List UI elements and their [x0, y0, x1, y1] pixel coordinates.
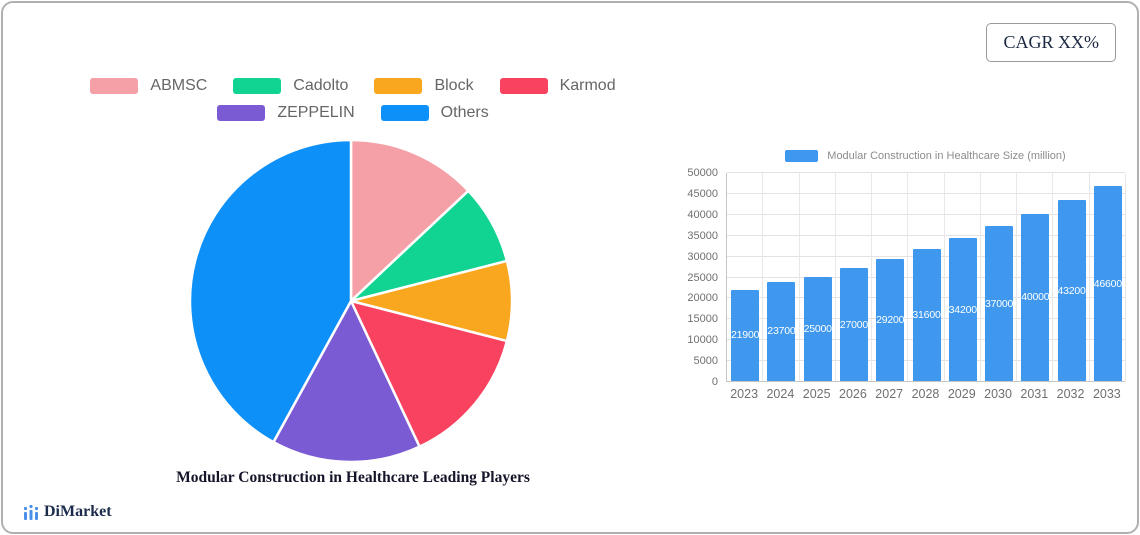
bar-value-label: 40000 [1021, 291, 1050, 304]
legend-label: ZEPPELIN [277, 104, 355, 121]
bar-value-label: 43200 [1057, 284, 1086, 297]
legend-label: Karmod [559, 77, 616, 94]
vertical-gridline [943, 173, 945, 381]
bar-value-label: 27000 [839, 318, 869, 331]
bar-chart-legend[interactable]: Modular Construction in Healthcare Size … [726, 150, 1125, 162]
cagr-button[interactable]: CAGR XX% [986, 23, 1116, 62]
x-axis-tick-2029: 2029 [947, 387, 976, 401]
pie-chart-title: Modular Construction in Healthcare Leadi… [176, 469, 530, 486]
pie-legend-row: ABMSC Cadolto Block Karmod [90, 77, 616, 95]
bar-legend-swatch [785, 150, 819, 162]
x-axis-tick-2025: 2025 [802, 387, 831, 401]
y-axis-tick: 45000 [687, 187, 718, 200]
y-axis-tick: 15000 [687, 313, 718, 326]
vertical-gridline [871, 173, 873, 381]
bar-value-label: 46600 [1093, 277, 1122, 290]
bar-2030[interactable]: 37000 [985, 226, 1013, 381]
bar-value-label: 34200 [948, 303, 977, 316]
bar-chart-plot: 21900 23700 25000 27000 29200 31600 34200 37000… [726, 172, 1126, 382]
legend-swatch [374, 78, 423, 94]
pie-chart [188, 138, 514, 464]
bar-2031[interactable]: 40000 [1021, 213, 1050, 381]
vertical-gridline [834, 173, 836, 381]
vertical-gridline [979, 173, 981, 381]
pie-slice-abmsc[interactable] [349, 138, 470, 303]
horizontal-gridline [727, 213, 1125, 215]
bar-2025[interactable]: 25000 [803, 276, 832, 381]
x-axis-tick-2023: 2023 [730, 387, 759, 401]
vertical-gridline [907, 173, 909, 381]
legend-swatch [499, 78, 548, 94]
pie-slice-others[interactable] [188, 138, 353, 444]
legend-item-karmod[interactable]: Karmod [499, 77, 616, 95]
y-axis-tick: 0 [711, 376, 718, 388]
y-axis-tick: 50000 [687, 167, 718, 179]
x-axis-tick-2024: 2024 [766, 387, 795, 401]
legend-item-block[interactable]: Block [374, 77, 474, 95]
bar-value-label: 37000 [984, 297, 1014, 310]
x-axis-tick-2028: 2028 [911, 387, 940, 401]
bar-2023[interactable]: 21900 [731, 289, 760, 381]
bar-2029[interactable]: 34200 [949, 238, 977, 381]
legend-swatch [380, 105, 429, 121]
horizontal-gridline [727, 172, 1125, 173]
y-axis-tick: 40000 [687, 208, 718, 221]
x-axis-tick-2032: 2032 [1056, 387, 1085, 401]
y-axis-tick: 20000 [687, 292, 718, 305]
pie-slice-karmod[interactable] [349, 299, 509, 448]
brand-logo: DiMarket [23, 503, 112, 521]
bar-2032[interactable]: 43200 [1057, 200, 1086, 381]
legend-item-abmsc[interactable]: ABMSC [90, 77, 207, 95]
x-axis-tick-2026: 2026 [839, 387, 867, 401]
vertical-gridline [1125, 173, 1126, 381]
vertical-gridline [798, 173, 800, 381]
bar-2026[interactable]: 27000 [840, 268, 868, 381]
vertical-gridline [1016, 173, 1018, 381]
legend-item-cadolto[interactable]: Cadolto [233, 77, 348, 95]
legend-label: Block [434, 77, 474, 94]
horizontal-gridline [727, 192, 1125, 194]
legend-label: Others [440, 104, 489, 121]
bar-chart-icon [23, 504, 39, 520]
y-axis-tick: 35000 [687, 229, 718, 242]
legend-swatch [233, 78, 282, 94]
horizontal-gridline [727, 234, 1125, 236]
bar-2028[interactable]: 31600 [912, 248, 941, 381]
pie-legend-row: ZEPPELIN Others [217, 104, 489, 122]
legend-label: Cadolto [293, 77, 349, 94]
brand-name: DiMarket [44, 503, 112, 520]
y-axis-tick: 10000 [687, 334, 718, 347]
bar-2024[interactable]: 23700 [767, 281, 796, 381]
pie-slice-zeppelin[interactable] [272, 299, 421, 464]
bar-value-label: 21900 [731, 329, 760, 342]
bar-2027[interactable]: 29200 [876, 258, 905, 381]
vertical-gridline [1052, 173, 1054, 381]
vertical-gridline [1088, 173, 1090, 381]
legend-swatch [90, 78, 139, 94]
bar-value-label: 25000 [803, 322, 832, 335]
bar-value-label: 31600 [912, 308, 941, 321]
x-axis-tick-2031: 2031 [1020, 387, 1049, 401]
pie-legend: ABMSC Cadolto Block Karmod ZEPPELIN Others [43, 77, 663, 122]
x-axis-tick-2030: 2030 [984, 387, 1012, 401]
legend-item-others[interactable]: Others [380, 104, 489, 122]
y-axis-tick: 30000 [687, 250, 718, 263]
x-axis-tick-2033: 2033 [1092, 387, 1121, 401]
bar-2033[interactable]: 46600 [1094, 186, 1122, 381]
vertical-gridline [762, 173, 764, 381]
bar-legend-label: Modular Construction in Healthcare Size … [827, 150, 1066, 162]
legend-item-zeppelin[interactable]: ZEPPELIN [217, 104, 355, 122]
bar-value-label: 29200 [876, 313, 905, 326]
y-axis-tick: 25000 [687, 271, 718, 284]
bar-value-label: 23700 [767, 325, 796, 338]
legend-swatch [217, 105, 266, 121]
x-axis-tick-2027: 2027 [875, 387, 904, 401]
legend-label: ABMSC [150, 77, 208, 94]
y-axis-tick: 5000 [693, 355, 718, 368]
